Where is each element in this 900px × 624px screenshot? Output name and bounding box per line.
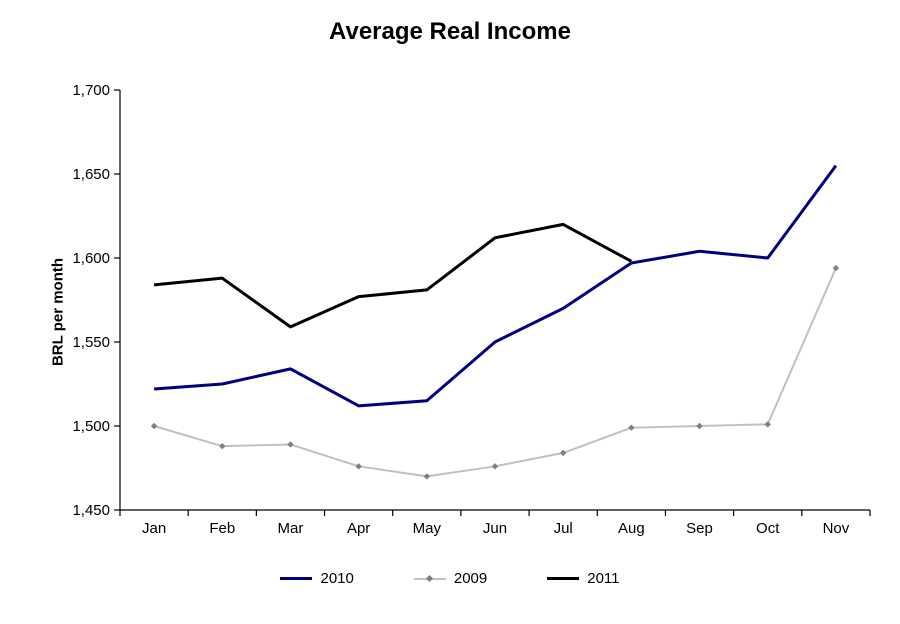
legend-label: 2010 bbox=[320, 570, 353, 587]
legend-item-2010: 2010 bbox=[280, 570, 353, 587]
y-tick-label: 1,700 bbox=[50, 82, 110, 99]
legend-item-2011: 2011 bbox=[547, 570, 619, 587]
legend-label: 2011 bbox=[587, 570, 619, 587]
x-tick-label: Jun bbox=[483, 520, 507, 537]
y-tick-label: 1,600 bbox=[50, 250, 110, 267]
x-tick-label: Oct bbox=[756, 520, 779, 537]
x-tick-label: Aug bbox=[618, 520, 645, 537]
y-tick-label: 1,550 bbox=[50, 334, 110, 351]
y-tick-label: 1,450 bbox=[50, 502, 110, 519]
chart-container: Average Real Income BRL per month 1,4501… bbox=[0, 0, 900, 624]
x-tick-label: Sep bbox=[686, 520, 713, 537]
x-tick-label: May bbox=[413, 520, 441, 537]
legend: 2010 2009 2011 bbox=[0, 570, 900, 587]
legend-item-2009: 2009 bbox=[414, 570, 487, 587]
legend-swatch bbox=[280, 577, 312, 580]
x-tick-label: Nov bbox=[823, 520, 850, 537]
y-tick-label: 1,650 bbox=[50, 166, 110, 183]
y-tick-label: 1,500 bbox=[50, 418, 110, 435]
x-tick-label: Jan bbox=[142, 520, 166, 537]
legend-swatch bbox=[414, 578, 446, 580]
legend-label: 2009 bbox=[454, 570, 487, 587]
legend-swatch bbox=[547, 577, 579, 580]
x-tick-label: Apr bbox=[347, 520, 370, 537]
x-tick-label: Jul bbox=[554, 520, 573, 537]
x-tick-label: Feb bbox=[209, 520, 235, 537]
x-tick-label: Mar bbox=[278, 520, 304, 537]
